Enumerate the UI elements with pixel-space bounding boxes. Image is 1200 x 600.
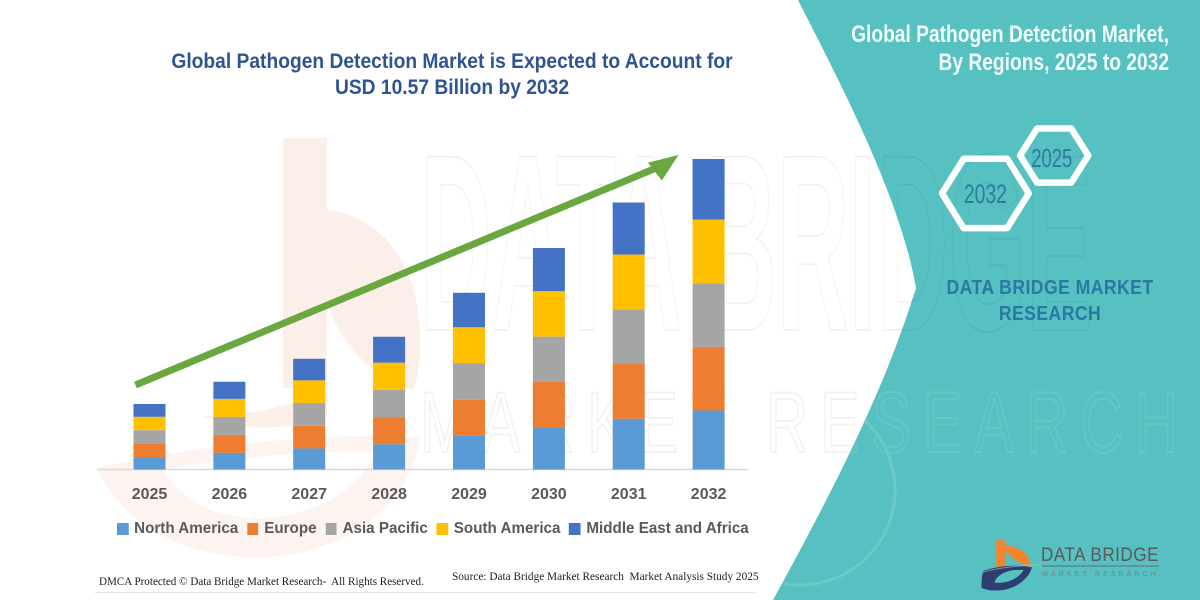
svg-text:2031: 2031 — [611, 486, 647, 503]
svg-text:MARKET RESEARCH: MARKET RESEARCH — [1042, 569, 1159, 578]
svg-text:2028: 2028 — [371, 486, 407, 503]
svg-text:DATA BRIDGE: DATA BRIDGE — [1041, 544, 1159, 566]
svg-text:2027: 2027 — [291, 486, 327, 503]
svg-text:2025: 2025 — [132, 486, 168, 503]
svg-text:2030: 2030 — [531, 486, 567, 503]
svg-text:2032: 2032 — [964, 179, 1007, 209]
svg-text:2029: 2029 — [451, 486, 487, 503]
svg-text:2032: 2032 — [691, 486, 727, 503]
svg-text:2026: 2026 — [212, 486, 248, 503]
svg-text:2025: 2025 — [1031, 143, 1072, 173]
